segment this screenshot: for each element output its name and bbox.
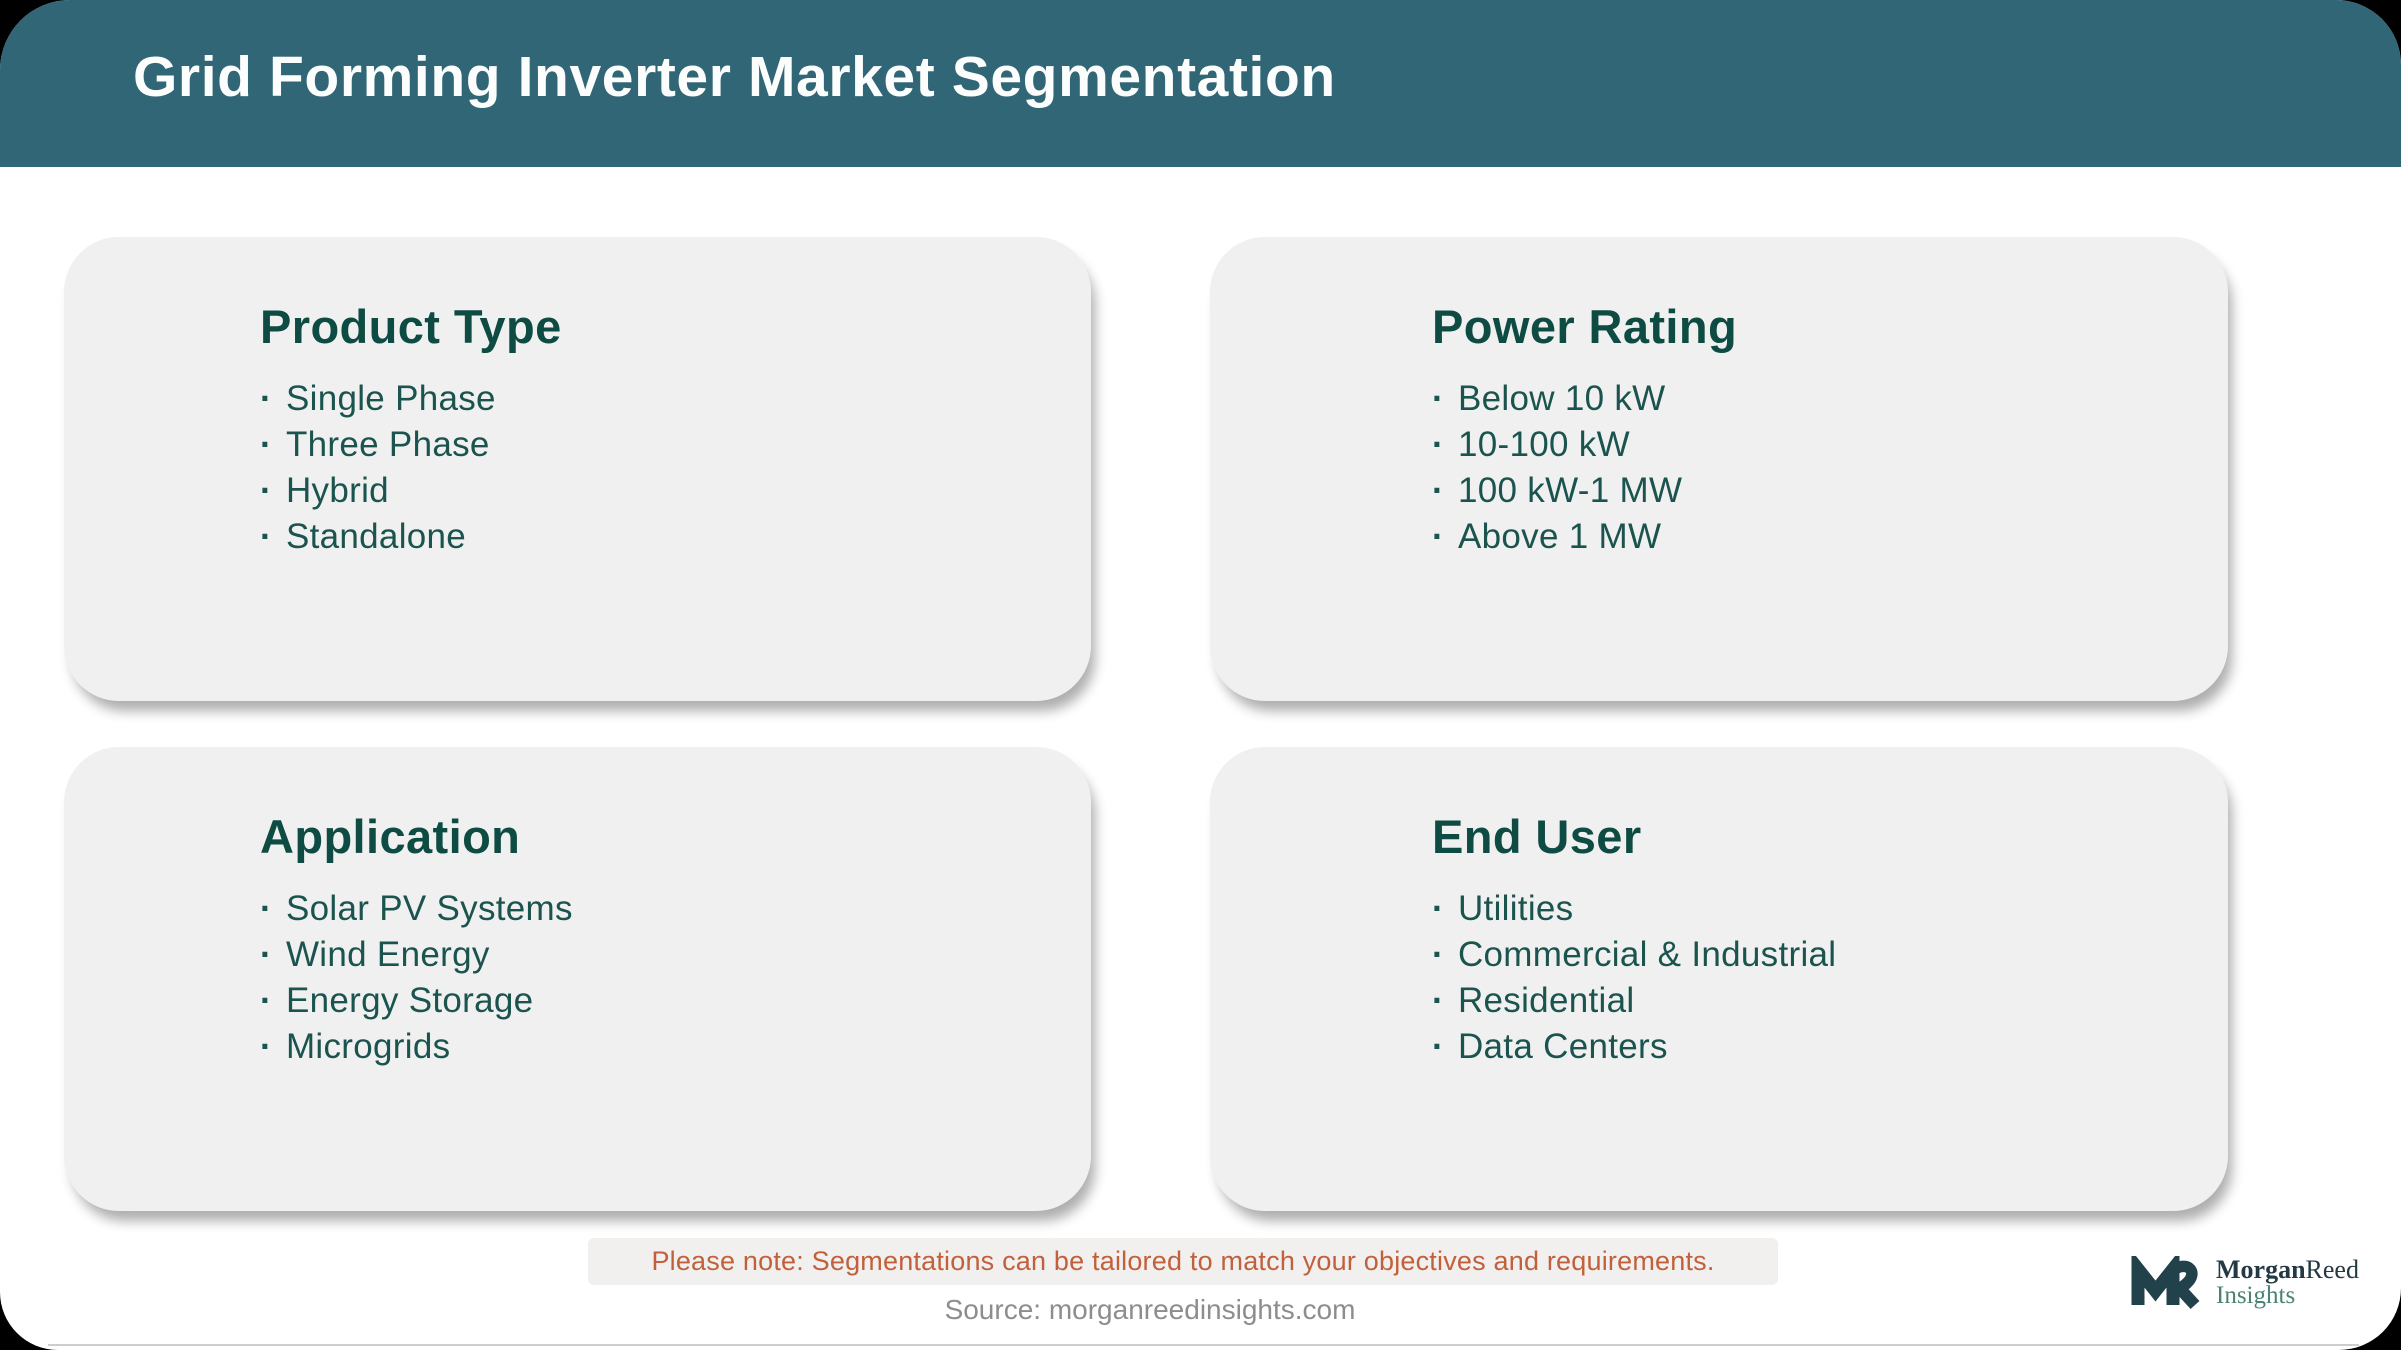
list-item-label: Three Phase [285, 425, 490, 464]
bullet-icon: · [260, 471, 272, 510]
bullet-icon: · [1432, 935, 1444, 974]
bullet-icon: · [1432, 471, 1444, 510]
note-banner: Please note: Segmentations can be tailor… [588, 1238, 1778, 1285]
list-item-label: Below 10 kW [1457, 379, 1666, 418]
list-item: · Standalone [260, 514, 1091, 560]
logo-text: MorganReed Insights [2216, 1257, 2359, 1309]
list-item-label: Residential [1457, 981, 1635, 1020]
list-item-label: Standalone [285, 517, 467, 556]
bullet-icon: · [1432, 981, 1444, 1020]
card-application: Application · Solar PV Systems · Wind Ener… [64, 747, 1091, 1211]
page-title: Grid Forming Inverter Market Segmentatio… [133, 44, 1336, 109]
bullet-icon: · [260, 1027, 272, 1066]
bullet-icon: · [260, 981, 272, 1020]
list-item: · Data Centers [1432, 1024, 2228, 1070]
list-item-label: Solar PV Systems [285, 889, 573, 928]
end-user-list: · Utilities · Commercial & Industrial · Res… [1432, 886, 2228, 1070]
list-item: · Three Phase [260, 422, 1091, 468]
source-text: Source: morganreedinsights.com [944, 1294, 1356, 1325]
logo-subtitle: Insights [2216, 1282, 2296, 1309]
list-item: · Above 1 MW [1432, 514, 2228, 560]
list-item: · 100 kW-1 MW [1432, 468, 2228, 514]
list-item-label: Microgrids [285, 1027, 451, 1066]
list-item-label: Data Centers [1457, 1027, 1668, 1066]
list-item: · Wind Energy [260, 932, 1091, 978]
note-text: Please note: Segmentations can be tailor… [651, 1246, 1715, 1276]
list-item-label: Wind Energy [285, 935, 490, 974]
list-item-label: Commercial & Industrial [1457, 935, 1837, 974]
bullet-icon: · [260, 425, 272, 464]
logo-name-bold: Morgan [2216, 1255, 2306, 1284]
list-item: · Microgrids [260, 1024, 1091, 1070]
bullet-icon: · [260, 889, 272, 928]
logo-name-regular: Reed [2305, 1255, 2359, 1284]
list-item: · Commercial & Industrial [1432, 932, 2228, 978]
card-power-rating: Power Rating · Below 10 kW · 10-100 kW · 10… [1210, 237, 2228, 701]
bullet-icon: · [1432, 379, 1444, 418]
list-item-label: 10-100 kW [1457, 425, 1630, 464]
list-item: · Below 10 kW [1432, 376, 2228, 422]
power-rating-list: · Below 10 kW · 10-100 kW · 100 kW-1 MW · Ab… [1432, 376, 2228, 560]
card-end-user: End User · Utilities · Commercial & Indust… [1210, 747, 2228, 1211]
list-item: · Residential [1432, 978, 2228, 1024]
mr-monogram-icon [2131, 1256, 2200, 1310]
card-title-product-type: Product Type [260, 300, 562, 353]
list-item-label: Hybrid [285, 471, 389, 510]
list-item: · Solar PV Systems [260, 886, 1091, 932]
bullet-icon: · [1432, 517, 1444, 556]
list-item: · Energy Storage [260, 978, 1091, 1024]
list-item-label: Above 1 MW [1457, 517, 1662, 556]
card-title-application: Application [260, 810, 521, 863]
logo-company-name: MorganReed [2216, 1257, 2359, 1283]
product-type-list: · Single Phase · Three Phase · Hybrid · Stan… [260, 376, 1091, 560]
bullet-icon: · [1432, 1027, 1444, 1066]
bullet-icon: · [1432, 425, 1444, 464]
card-title-end-user: End User [1432, 810, 1642, 863]
brand-logo: MorganReed Insights [2130, 1256, 2359, 1310]
card-product-type: Product Type · Single Phase · Three Phase … [64, 237, 1091, 701]
list-item-label: Energy Storage [285, 981, 534, 1020]
application-list: · Solar PV Systems · Wind Energy · Energy S… [260, 886, 1091, 1070]
list-item: · 10-100 kW [1432, 422, 2228, 468]
list-item-label: Single Phase [285, 379, 496, 418]
list-item: · Utilities [1432, 886, 2228, 932]
list-item-label: Utilities [1457, 889, 1574, 928]
header-band: Grid Forming Inverter Market Segmentatio… [0, 0, 2401, 167]
bullet-icon: · [260, 517, 272, 556]
bullet-icon: · [260, 935, 272, 974]
list-item: · Hybrid [260, 468, 1091, 514]
card-title-power-rating: Power Rating [1432, 300, 1738, 353]
bullet-icon: · [260, 379, 272, 418]
list-item-label: 100 kW-1 MW [1457, 471, 1683, 510]
bullet-icon: · [1432, 889, 1444, 928]
list-item: · Single Phase [260, 376, 1091, 422]
bottom-divider [48, 1344, 2359, 1346]
